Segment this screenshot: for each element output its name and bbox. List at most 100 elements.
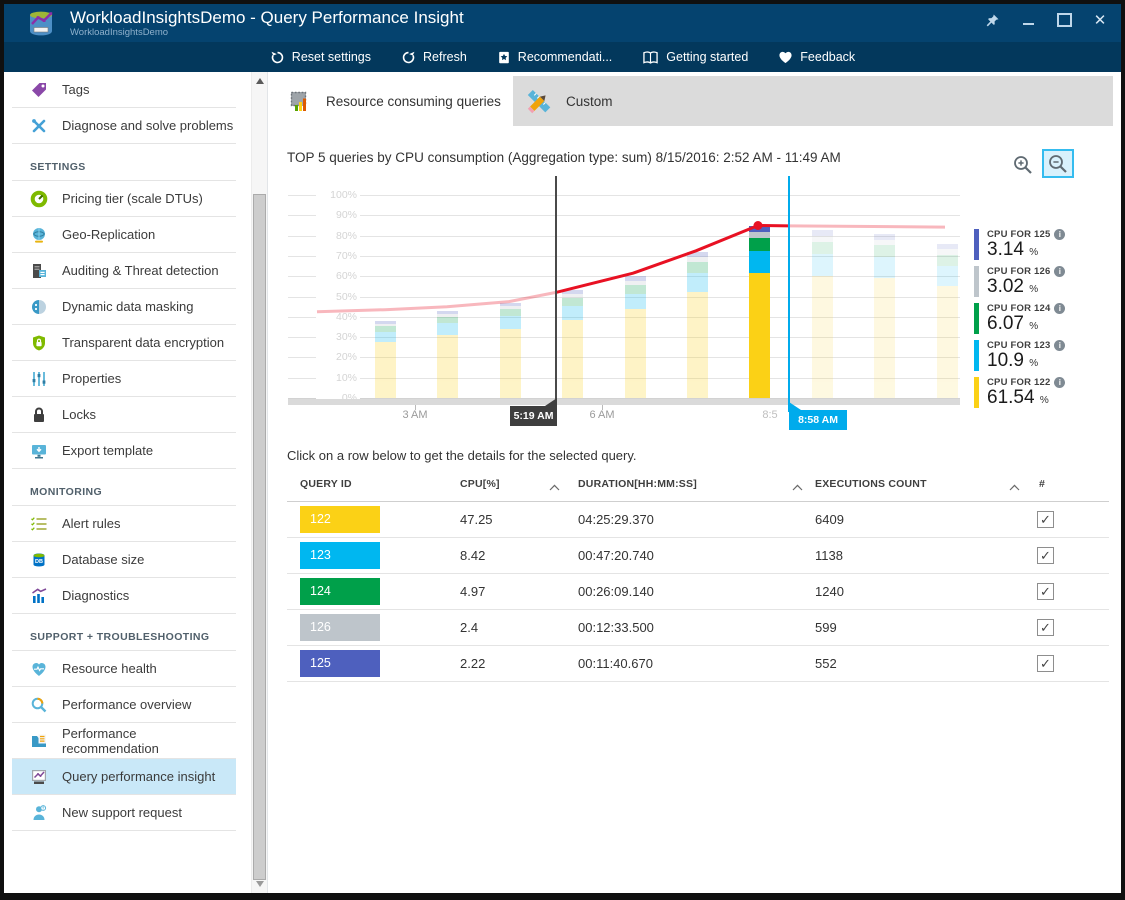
performance-recommendation-icon: [30, 732, 48, 750]
row-checkbox[interactable]: ✓: [1037, 511, 1054, 528]
sidebar: Tags Diagnose and solve problems SETTINGS P…: [4, 72, 268, 893]
info-icon[interactable]: i: [1054, 266, 1066, 277]
sidebar-item-auditing-threat-detection[interactable]: Auditing & Threat detection: [12, 253, 236, 289]
range-handle-right[interactable]: [788, 176, 790, 412]
svg-text:DB: DB: [35, 559, 43, 565]
toolbar-refresh-button[interactable]: Refresh: [401, 50, 467, 65]
sidebar-item-pricing-tier-scale-dtus[interactable]: Pricing tier (scale DTUs): [12, 181, 236, 217]
tab-strip: Custom: [513, 76, 1113, 126]
y-axis-label: 10%: [316, 370, 360, 385]
legend-entry: CPU FOR 123 i 10.9 %: [974, 340, 1116, 377]
sidebar-item-locks[interactable]: Locks: [12, 397, 236, 433]
chart-bar[interactable]: [562, 290, 584, 398]
zoom-in-button[interactable]: [1010, 152, 1036, 178]
toolbar-reset-settings-button[interactable]: Reset settings: [270, 50, 371, 65]
sidebar-item-dynamic-data-masking[interactable]: Dynamic data masking: [12, 289, 236, 325]
zoom-out-button[interactable]: [1042, 149, 1074, 178]
bar-segment: [687, 272, 708, 292]
sort-caret-icon[interactable]: [549, 478, 560, 496]
bar-segment: [936, 285, 958, 398]
tab-resource-consuming-queries[interactable]: Resource consuming queries: [270, 76, 513, 126]
gridline: [288, 296, 960, 298]
performance-overview-icon: [30, 696, 48, 714]
chart-bar[interactable]: [749, 226, 771, 398]
left-handle-time[interactable]: 5:19 AM: [510, 406, 557, 426]
gridline: [288, 398, 960, 399]
sidebar-item-alert-rules[interactable]: Alert rules: [12, 506, 236, 542]
sidebar-item-query-performance-insight[interactable]: Query performance insight: [12, 759, 236, 795]
svg-text:?: ?: [42, 805, 45, 810]
y-axis-label: 100%: [316, 188, 360, 202]
chart-bar[interactable]: [437, 310, 459, 398]
chart-bar[interactable]: [624, 276, 646, 398]
legend-entry: CPU FOR 122 i 61.54 %: [974, 377, 1116, 414]
column-header-query-id: QUERY ID: [300, 478, 352, 490]
query-id-badge: 123: [300, 542, 380, 569]
chart-bar[interactable]: [936, 243, 958, 398]
close-button[interactable]: ✕: [1093, 12, 1107, 29]
row-checkbox[interactable]: ✓: [1037, 619, 1054, 636]
tab-custom[interactable]: Custom: [513, 76, 683, 126]
info-icon[interactable]: i: [1054, 229, 1066, 240]
sidebar-item-resource-health[interactable]: Resource health: [12, 651, 236, 687]
time-range-slider[interactable]: [288, 399, 960, 405]
sort-caret-icon[interactable]: [1009, 478, 1020, 496]
window-subtitle: WorkloadInsightsDemo: [70, 27, 169, 38]
maximize-button[interactable]: [1053, 10, 1075, 30]
scroll-down-icon[interactable]: [256, 881, 264, 887]
scroll-up-icon[interactable]: [256, 78, 264, 84]
bar-segment: [811, 275, 833, 398]
sidebar-scrollbar[interactable]: [251, 72, 267, 893]
sidebar-item-new-support-request[interactable]: ? New support request: [12, 795, 236, 831]
sidebar-item-export-template[interactable]: Export template: [12, 433, 236, 469]
sidebar-item-transparent-data-encryption[interactable]: Transparent data encryption: [12, 325, 236, 361]
title-bar: WorkloadInsightsDemo - Query Performance…: [4, 4, 1121, 42]
left-handle-pointer: [545, 398, 557, 406]
bar-segment: [936, 254, 958, 266]
pin-icon[interactable]: [981, 10, 1003, 30]
sidebar-item-tags[interactable]: Tags: [12, 72, 236, 108]
info-icon[interactable]: i: [1054, 377, 1066, 388]
bar-segment: [375, 331, 396, 342]
scrollbar-thumb[interactable]: [253, 194, 266, 880]
sidebar-item-diagnostics[interactable]: Diagnostics: [12, 578, 236, 614]
sort-caret-icon[interactable]: [792, 478, 803, 496]
x-axis-tick: [602, 405, 603, 410]
bar-segment: [624, 293, 646, 310]
range-handle-left[interactable]: [555, 176, 557, 402]
section-header-monitoring: MONITORING: [12, 469, 236, 506]
info-icon[interactable]: i: [1054, 340, 1066, 351]
table-row[interactable]: 126 2.4 00:12:33.500 599 ✓: [287, 610, 1109, 646]
toolbar-recommendati-button[interactable]: Recommendati...: [497, 50, 612, 65]
sidebar-item-properties[interactable]: Properties: [12, 361, 236, 397]
table-row[interactable]: 122 47.25 04:25:29.370 6409 ✓: [287, 502, 1109, 538]
info-icon[interactable]: i: [1054, 303, 1066, 314]
bar-segment: [874, 278, 896, 398]
table-row[interactable]: 125 2.22 00:11:40.670 552 ✓: [287, 646, 1109, 682]
table-row[interactable]: 124 4.97 00:26:09.140 1240 ✓: [287, 574, 1109, 610]
sidebar-item-performance-recommendation[interactable]: Performance recommendation: [12, 723, 236, 759]
chart-bar[interactable]: [375, 320, 396, 398]
chart-bar[interactable]: [874, 233, 896, 398]
query-id-badge: 124: [300, 578, 380, 605]
legend-color-bar: [974, 377, 979, 408]
right-handle-time[interactable]: 8:58 AM: [789, 410, 847, 430]
minimize-button[interactable]: [1017, 10, 1039, 30]
table-row[interactable]: 123 8.42 00:47:20.740 1138 ✓: [287, 538, 1109, 574]
toolbar-feedback-button[interactable]: Feedback: [778, 50, 855, 64]
bar-segment: [437, 310, 459, 314]
gridline: [288, 377, 960, 379]
sidebar-item-diagnose-and-solve-problems[interactable]: Diagnose and solve problems: [12, 108, 236, 144]
sidebar-item-database-size[interactable]: DB Database size: [12, 542, 236, 578]
sidebar-item-geo-replication[interactable]: Geo-Replication: [12, 217, 236, 253]
row-checkbox[interactable]: ✓: [1037, 583, 1054, 600]
bar-segment: [749, 238, 771, 251]
row-checkbox[interactable]: ✓: [1037, 655, 1054, 672]
chart-bar[interactable]: [499, 302, 521, 398]
row-checkbox[interactable]: ✓: [1037, 547, 1054, 564]
sidebar-item-performance-overview[interactable]: Performance overview: [12, 687, 236, 723]
chart-bar[interactable]: [811, 229, 833, 398]
chart-bar[interactable]: [687, 251, 708, 398]
legend-color-bar: [974, 303, 979, 334]
toolbar-getting-started-button[interactable]: Getting started: [642, 50, 748, 65]
